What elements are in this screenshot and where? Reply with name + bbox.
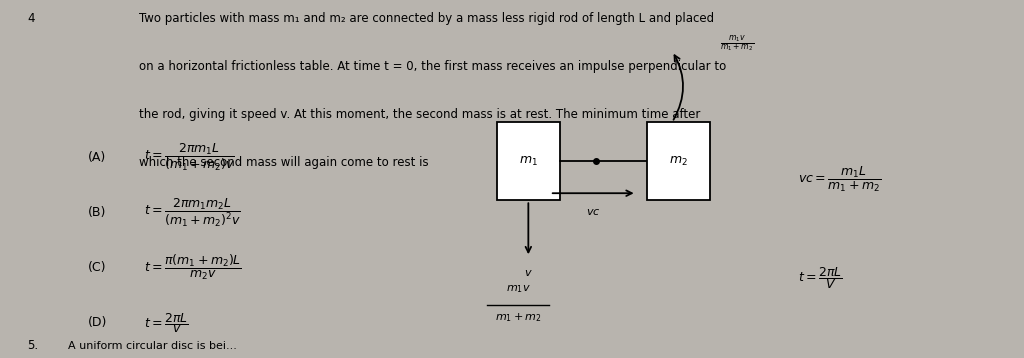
Text: A uniform circular disc is bei...: A uniform circular disc is bei... [68,341,237,351]
Text: $t = \dfrac{2\pi m_1 L}{(m_1 + m_2)v}$: $t = \dfrac{2\pi m_1 L}{(m_1 + m_2)v}$ [144,142,236,173]
Text: $\frac{m_1 v}{m_1 + m_2}$: $\frac{m_1 v}{m_1 + m_2}$ [720,34,755,54]
Text: $vc = \dfrac{m_1 L}{m_1 + m_2}$: $vc = \dfrac{m_1 L}{m_1 + m_2}$ [798,164,881,194]
Text: $vc$: $vc$ [586,207,600,217]
Text: the rod, giving it speed v. At this moment, the second mass is at rest. The mini: the rod, giving it speed v. At this mome… [139,108,700,121]
Text: (C): (C) [88,261,106,274]
Text: $m_2$: $m_2$ [669,155,688,168]
Text: which the second mass will again come to rest is: which the second mass will again come to… [139,156,429,169]
Text: $t = \dfrac{2\pi L}{V}$: $t = \dfrac{2\pi L}{V}$ [798,266,843,291]
Text: 4: 4 [27,12,35,25]
Text: Two particles with mass m₁ and m₂ are connected by a mass less rigid rod of leng: Two particles with mass m₁ and m₂ are co… [139,12,715,25]
Text: (D): (D) [88,316,108,329]
Text: $t = \dfrac{2\pi m_1 m_2 L}{(m_1 + m_2)^2 v}$: $t = \dfrac{2\pi m_1 m_2 L}{(m_1 + m_2)^… [144,197,242,229]
Text: $m_1 + m_2$: $m_1 + m_2$ [495,311,542,324]
Text: $m_1$: $m_1$ [519,155,538,168]
Text: 5.: 5. [27,339,38,353]
Bar [497,122,560,200]
Bar [647,122,710,200]
Text: $m_1 v$: $m_1 v$ [506,283,530,295]
Text: $t = \dfrac{\pi(m_1 + m_2)L}{m_2 v}$: $t = \dfrac{\pi(m_1 + m_2)L}{m_2 v}$ [144,253,242,282]
Text: (B): (B) [88,206,106,219]
Text: $t = \dfrac{2\pi L}{v}$: $t = \dfrac{2\pi L}{v}$ [144,311,189,335]
Text: (A): (A) [88,151,106,164]
Text: on a horizontal frictionless table. At time t = 0, the first mass receives an im: on a horizontal frictionless table. At t… [139,60,726,73]
Text: $v$: $v$ [524,268,532,278]
